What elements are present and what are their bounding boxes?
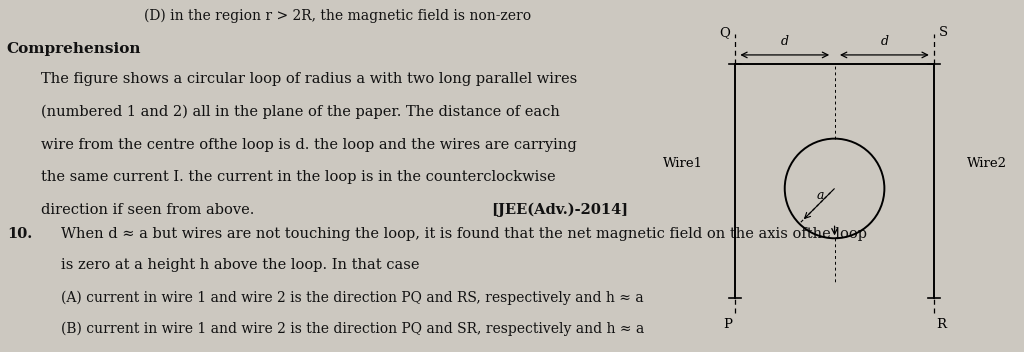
Text: Wire1: Wire1	[663, 157, 702, 170]
Text: P: P	[723, 318, 732, 331]
Text: wire from the centre ofthe loop is d. the loop and the wires are carrying: wire from the centre ofthe loop is d. th…	[41, 138, 577, 152]
Text: R: R	[937, 318, 947, 331]
Text: is zero at a height h above the loop. In that case: is zero at a height h above the loop. In…	[60, 258, 419, 272]
Text: Wire2: Wire2	[967, 157, 1007, 170]
Text: (A) current in wire 1 and wire 2 is the direction PQ and RS, respectively and h : (A) current in wire 1 and wire 2 is the …	[60, 291, 643, 305]
Text: (B) current in wire 1 and wire 2 is the direction PQ and SR, respectively and h : (B) current in wire 1 and wire 2 is the …	[60, 322, 644, 337]
Text: (numbered 1 and 2) all in the plane of the paper. The distance of each: (numbered 1 and 2) all in the plane of t…	[41, 105, 559, 119]
Text: the same current I. the current in the loop is in the counterclockwise: the same current I. the current in the l…	[41, 170, 555, 184]
Text: 10.: 10.	[7, 227, 32, 241]
Text: [JEE(Adv.)-2014]: [JEE(Adv.)-2014]	[492, 203, 629, 218]
Text: When d ≈ a but wires are not touching the loop, it is found that the net magneti: When d ≈ a but wires are not touching th…	[60, 227, 867, 241]
Text: S: S	[939, 26, 948, 39]
Text: d: d	[780, 35, 788, 48]
Text: a: a	[817, 189, 824, 202]
Text: d: d	[881, 35, 889, 48]
Text: (D) in the region r > 2R, the magnetic field is non-zero: (D) in the region r > 2R, the magnetic f…	[144, 9, 531, 23]
Text: The figure shows a circular loop of radius a with two long parallel wires: The figure shows a circular loop of radi…	[41, 72, 577, 86]
Text: Comprehension: Comprehension	[7, 42, 141, 56]
Text: direction if seen from above.: direction if seen from above.	[41, 203, 254, 217]
Text: Q: Q	[719, 26, 730, 39]
